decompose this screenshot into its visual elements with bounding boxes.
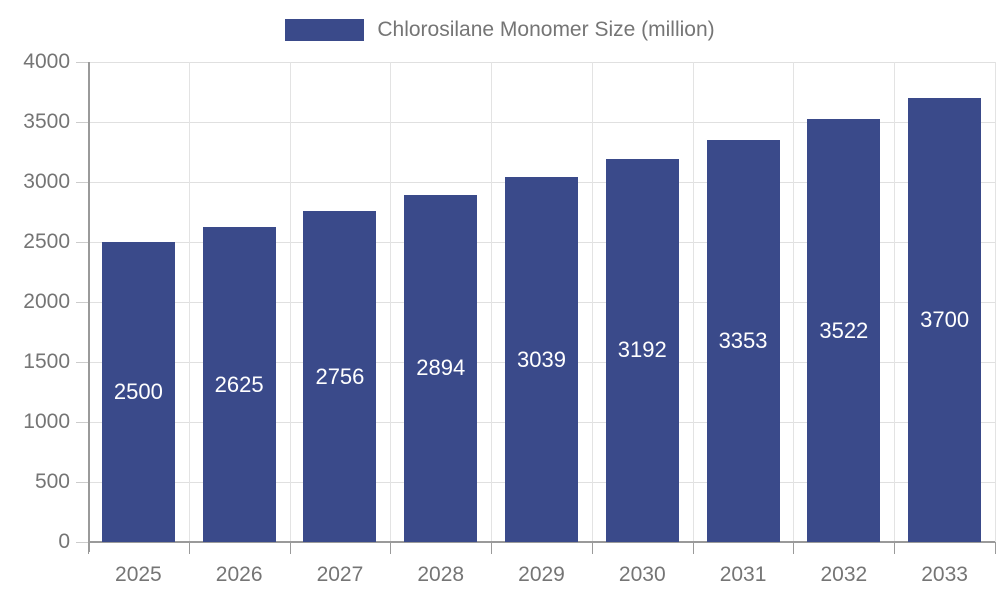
bar-2032	[807, 119, 881, 542]
legend-item-chlorosilane[interactable]: Chlorosilane Monomer Size (million)	[285, 18, 715, 42]
x-axis-tick-7	[793, 542, 795, 554]
bar-2028	[404, 194, 478, 542]
gridline-vertical-5	[591, 62, 593, 542]
bar-2027	[303, 211, 377, 542]
x-axis-tick-6	[692, 542, 694, 554]
gridline-vertical-7	[793, 62, 795, 542]
bar-2029	[505, 177, 578, 542]
bar-value-label-2033: 3700	[920, 307, 970, 332]
y-axis-tick-2000	[76, 302, 88, 303]
bar-2025	[101, 242, 175, 542]
y-axis-tick-4000	[76, 62, 88, 63]
y-tick-label-4000: 4000	[23, 50, 70, 73]
y-axis-line	[88, 62, 90, 552]
gridline-horizontal-4000	[88, 62, 995, 63]
x-tick-label-2033: 2033	[921, 563, 968, 586]
y-tick-label-0: 0	[58, 530, 70, 553]
x-axis-tick-1	[188, 542, 190, 554]
bar-2031	[706, 139, 780, 542]
bar-2026	[202, 227, 276, 542]
y-axis-tick-1000	[76, 422, 88, 423]
gridline-horizontal-3500	[88, 122, 995, 123]
y-axis-tick-500	[76, 482, 88, 483]
x-axis-tick-9	[995, 542, 996, 554]
bar-value-label-2031: 3353	[718, 327, 768, 353]
x-axis-tick-8	[894, 542, 896, 554]
bar-value-label-2032: 3522	[819, 317, 869, 343]
x-axis-tick-5	[591, 542, 593, 554]
x-tick-label-2028: 2028	[417, 563, 465, 586]
gridline-vertical-6	[692, 62, 694, 542]
gridline-vertical-4	[491, 62, 493, 542]
bar-2033	[908, 98, 982, 542]
legend: Chlorosilane Monomer Size (million)	[0, 18, 1000, 42]
bar-value-label-2029: 3039	[517, 346, 566, 372]
x-tick-label-2031: 2031	[719, 563, 767, 586]
bar-value-label-2025: 2500	[113, 379, 163, 404]
x-tick-label-2029: 2029	[518, 563, 565, 586]
gridline-vertical-1	[188, 62, 190, 542]
gridline-vertical-2	[289, 62, 291, 542]
x-axis-tick-3	[390, 542, 392, 554]
x-tick-label-2030: 2030	[618, 563, 666, 586]
bar-value-label-2026: 2625	[214, 371, 264, 397]
x-tick-label-2026: 2026	[215, 563, 263, 586]
bar-2030	[605, 158, 679, 542]
bar-value-label-2028: 2894	[416, 355, 466, 381]
y-axis-tick-0	[76, 542, 88, 543]
y-tick-label-1000: 1000	[23, 410, 70, 433]
y-axis-tick-2500	[76, 242, 88, 243]
y-tick-label-3000: 3000	[23, 170, 70, 193]
y-tick-label-2500: 2500	[23, 230, 70, 253]
x-tick-label-2027: 2027	[316, 563, 364, 586]
bar-value-label-2027: 2756	[315, 363, 365, 389]
y-tick-label-1500: 1500	[23, 350, 70, 373]
x-tick-label-2032: 2032	[820, 563, 868, 586]
y-tick-label-2000: 2000	[23, 290, 70, 313]
x-tick-label-2025: 2025	[115, 563, 162, 586]
legend-swatch-icon	[285, 19, 365, 41]
y-tick-label-500: 500	[34, 470, 70, 493]
y-tick-label-3500: 3500	[23, 110, 70, 133]
gridline-vertical-9	[995, 62, 996, 542]
x-axis-tick-2	[289, 542, 291, 554]
bar-value-label-2030: 3192	[617, 337, 667, 363]
y-axis-tick-3500	[76, 122, 88, 123]
y-axis-tick-3000	[76, 182, 88, 183]
x-axis-tick-4	[491, 542, 493, 554]
x-axis-line	[88, 541, 995, 543]
legend-label: Chlorosilane Monomer Size (million)	[377, 18, 715, 41]
gridline-vertical-3	[390, 62, 392, 542]
y-axis-tick-1500	[76, 362, 88, 363]
gridline-vertical-8	[894, 62, 896, 542]
